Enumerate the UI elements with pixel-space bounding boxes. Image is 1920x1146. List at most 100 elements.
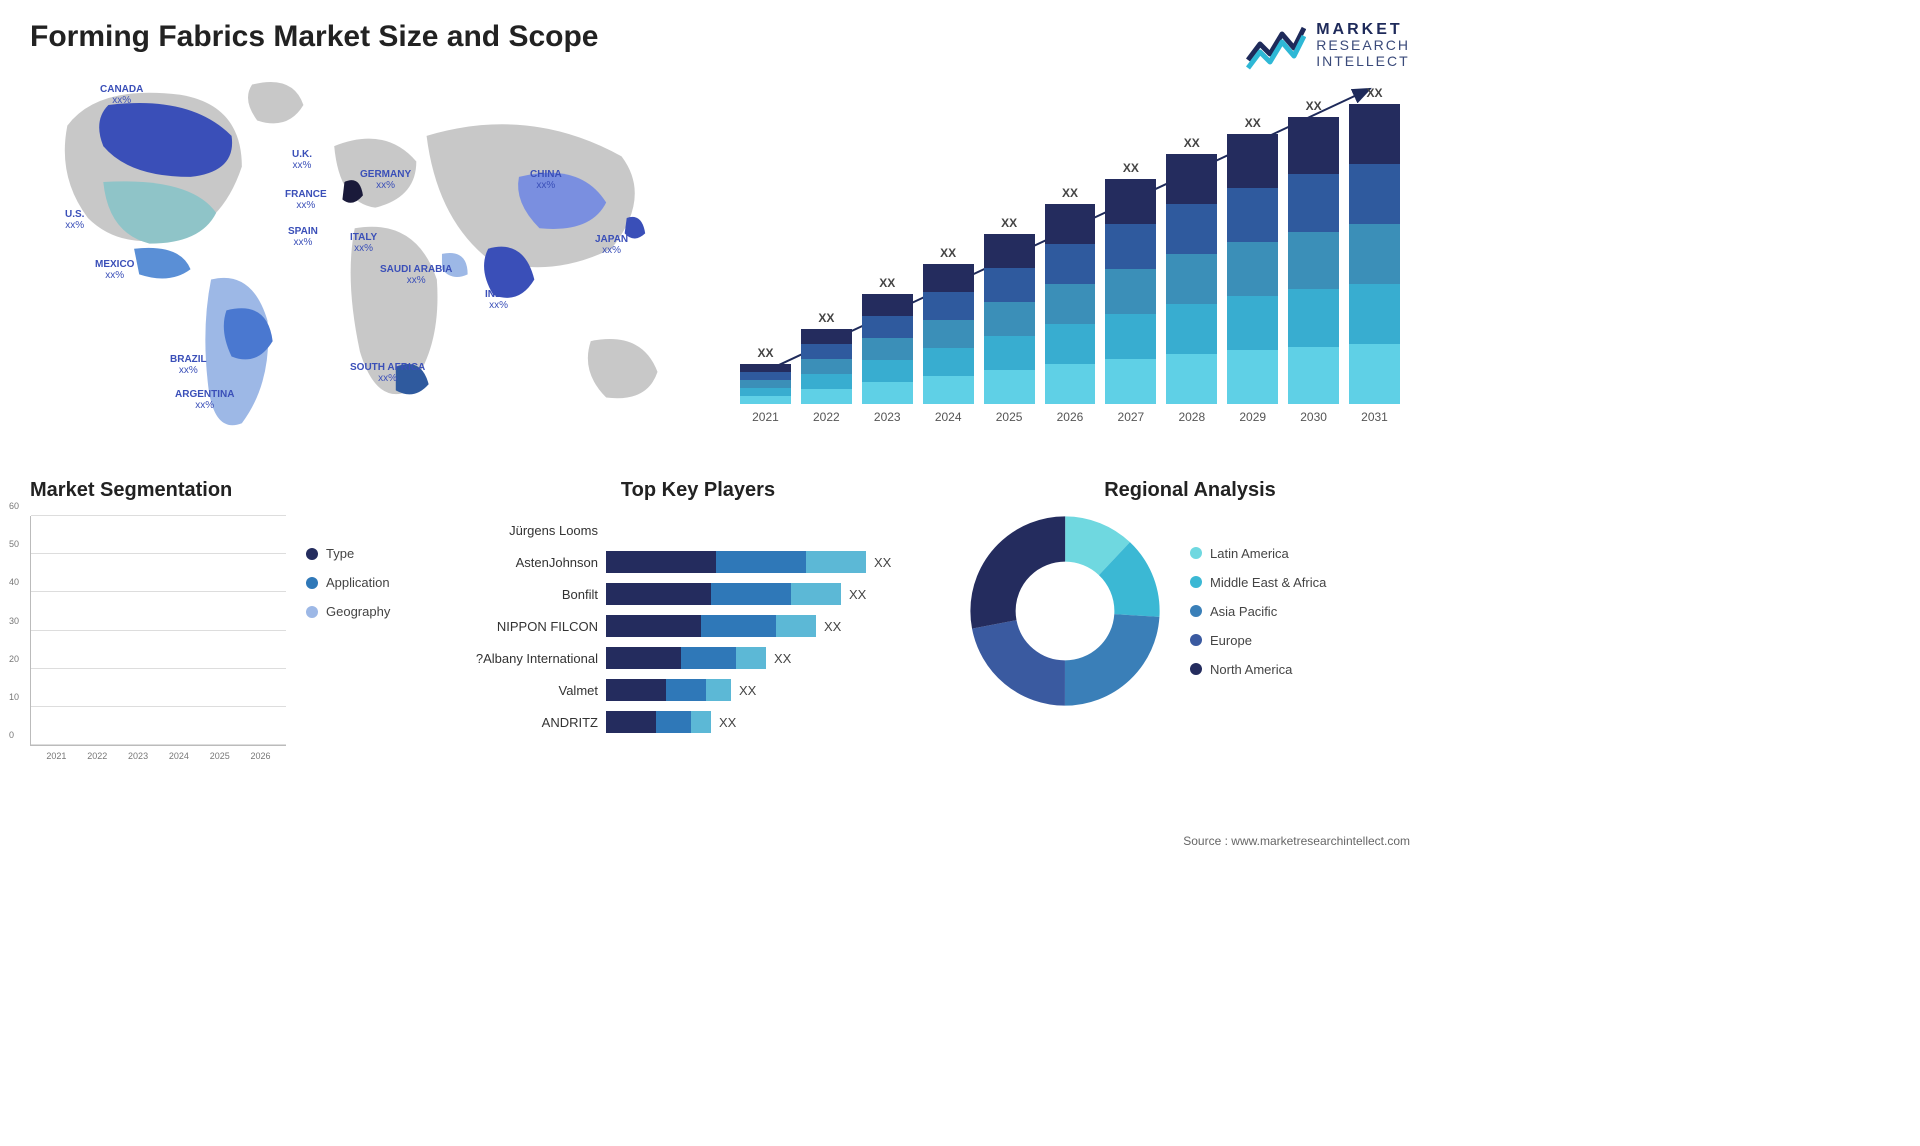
bar-top-label: XX (818, 311, 834, 325)
player-value: XX (719, 715, 736, 730)
seg-year-label: 2021 (39, 751, 74, 761)
bar-top-label: XX (1367, 86, 1383, 100)
keyplayers-chart: Jürgens LoomsAstenJohnsonXXBonfiltXXNIPP… (456, 516, 940, 736)
bar-top-label: XX (879, 276, 895, 290)
brand-logo: MARKET RESEARCH INTELLECT (1246, 20, 1410, 70)
map-label: JAPANxx% (595, 234, 628, 256)
legend-label: Asia Pacific (1210, 604, 1277, 619)
legend-item: Latin America (1190, 546, 1326, 561)
bar-year-label: 2027 (1118, 410, 1145, 424)
bar-year-label: 2028 (1178, 410, 1205, 424)
player-name: AstenJohnson (456, 555, 606, 570)
donut-slice (993, 539, 1137, 683)
main-bar: XX 2024 (923, 246, 974, 424)
bar-top-label: XX (940, 246, 956, 260)
segmentation-legend: TypeApplicationGeography (306, 516, 426, 746)
legend-dot (306, 606, 318, 618)
bar-year-label: 2030 (1300, 410, 1327, 424)
legend-item: Asia Pacific (1190, 604, 1326, 619)
seg-ytick: 30 (9, 616, 19, 626)
bar-top-label: XX (1062, 186, 1078, 200)
legend-dot (1190, 605, 1202, 617)
logo-icon (1246, 20, 1306, 70)
segmentation-title: Market Segmentation (30, 479, 426, 502)
player-value: XX (824, 619, 841, 634)
main-bar-chart: XX2021XX2022XX2023XX2024XX2025XX2026XX20… (730, 64, 1410, 454)
player-name: Bonfilt (456, 587, 606, 602)
main-bar: XX 2026 (1045, 186, 1096, 424)
main-bar: XX 2022 (801, 311, 852, 424)
player-row: Jürgens Looms (456, 516, 940, 544)
main-bar: XX2021 (740, 346, 791, 424)
segmentation-chart: 202120222023202420252026 0102030405060 (30, 516, 286, 746)
main-bar: XX 2027 (1105, 161, 1156, 424)
bar-year-label: 2026 (1057, 410, 1084, 424)
bar-year-label: 2022 (813, 410, 840, 424)
bar-year-label: 2029 (1239, 410, 1266, 424)
bar-top-label: XX (1123, 161, 1139, 175)
map-label: FRANCExx% (285, 189, 327, 211)
player-row: Bonfilt XX (456, 580, 940, 608)
segmentation-section: Market Segmentation 20212022202320242025… (30, 479, 426, 769)
bar-top-label: XX (1184, 136, 1200, 150)
legend-item: North America (1190, 662, 1326, 677)
seg-ytick: 50 (9, 539, 19, 549)
regional-legend: Latin America Middle East & Africa Asia Pa… (1190, 546, 1326, 677)
main-bar: XX 2029 (1227, 116, 1278, 424)
main-bar: XX 2028 (1166, 136, 1217, 424)
bar-top-label: XX (1306, 99, 1322, 113)
main-bar: XX2023 (862, 276, 913, 424)
map-label: U.S.xx% (65, 209, 84, 231)
bar-year-label: 2024 (935, 410, 962, 424)
bar-top-label: XX (1245, 116, 1261, 130)
player-name: Valmet (456, 683, 606, 698)
keyplayers-title: Top Key Players (456, 479, 940, 502)
player-value: XX (739, 683, 756, 698)
map-mexico (134, 248, 190, 279)
map-label: SOUTH AFRICAxx% (350, 362, 425, 384)
bar-top-label: XX (757, 346, 773, 360)
legend-item: Geography (306, 604, 426, 619)
player-name: ?Albany International (456, 651, 606, 666)
map-label: SAUDI ARABIAxx% (380, 264, 452, 286)
seg-year-label: 2022 (80, 751, 115, 761)
map-label: MEXICOxx% (95, 259, 134, 281)
player-row: Valmet XX (456, 676, 940, 704)
map-label: ARGENTINAxx% (175, 389, 234, 411)
legend-dot (306, 577, 318, 589)
player-row: NIPPON FILCON XX (456, 612, 940, 640)
player-row: ANDRITZXX (456, 708, 940, 736)
regional-section: Regional Analysis Latin AmericaMiddle Ea… (970, 479, 1410, 769)
legend-dot (1190, 547, 1202, 559)
legend-item: Middle East & Africa (1190, 575, 1326, 590)
map-label: CANADAxx% (100, 84, 143, 106)
page-title: Forming Fabrics Market Size and Scope (30, 20, 1410, 54)
map-label: U.K.xx% (292, 149, 312, 171)
legend-label: Europe (1210, 633, 1252, 648)
player-name: NIPPON FILCON (456, 619, 606, 634)
seg-year-label: 2024 (161, 751, 196, 761)
source-text: Source : www.marketresearchintellect.com (1183, 834, 1410, 848)
legend-label: North America (1210, 662, 1292, 677)
bar-year-label: 2025 (996, 410, 1023, 424)
legend-dot (1190, 634, 1202, 646)
world-map: CANADAxx%U.S.xx%MEXICOxx%BRAZILxx%ARGENT… (30, 64, 700, 454)
seg-ytick: 40 (9, 577, 19, 587)
map-label: INDIAxx% (485, 289, 512, 311)
logo-line2: RESEARCH (1316, 38, 1410, 53)
player-value: XX (849, 587, 866, 602)
player-name: Jürgens Looms (456, 523, 606, 538)
main-bar: XX2025 (984, 216, 1035, 424)
seg-ytick: 60 (9, 501, 19, 511)
main-bar: XX 2030 (1288, 99, 1339, 424)
keyplayers-section: Top Key Players Jürgens Looms AstenJohnso… (456, 479, 940, 769)
seg-ytick: 0 (9, 730, 14, 740)
main-bar: XX 2031 (1349, 86, 1400, 424)
bar-year-label: 2031 (1361, 410, 1388, 424)
player-value: XX (774, 651, 791, 666)
legend-dot (1190, 663, 1202, 675)
legend-item: Application (306, 575, 426, 590)
legend-dot (1190, 576, 1202, 588)
seg-ytick: 10 (9, 692, 19, 702)
legend-label: Application (326, 575, 390, 590)
